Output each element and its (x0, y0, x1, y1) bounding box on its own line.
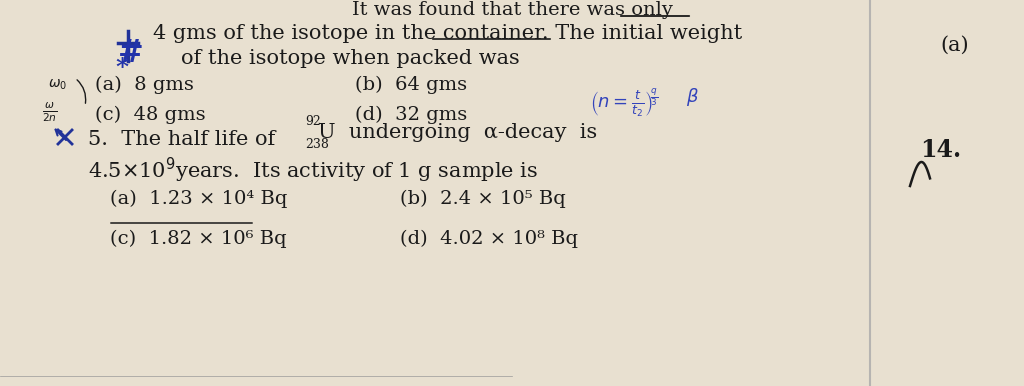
Text: 14.: 14. (920, 138, 962, 162)
Text: (c)  48 gms: (c) 48 gms (95, 106, 206, 124)
Text: $\beta$: $\beta$ (686, 86, 699, 108)
Text: 92: 92 (305, 115, 321, 128)
Text: $\omega_0$: $\omega_0$ (48, 78, 68, 92)
Text: (b)  64 gms: (b) 64 gms (355, 76, 467, 94)
Text: #: # (118, 38, 143, 69)
Text: 4 gms of the isotope in the container. The initial weight: 4 gms of the isotope in the container. T… (154, 24, 742, 43)
Text: $\frac{\omega}{2n}$: $\frac{\omega}{2n}$ (42, 101, 57, 124)
Text: U  undergoing  α-decay  is: U undergoing α-decay is (318, 124, 597, 142)
Text: (d)  4.02 × 10⁸ Bq: (d) 4.02 × 10⁸ Bq (400, 230, 578, 248)
Text: (a)  8 gms: (a) 8 gms (95, 76, 194, 94)
Text: (a): (a) (940, 36, 969, 55)
Text: (a)  1.23 × 10⁴ Bq: (a) 1.23 × 10⁴ Bq (110, 190, 288, 208)
Text: (d)  32 gms: (d) 32 gms (355, 106, 467, 124)
Text: of the isotope when packed was: of the isotope when packed was (180, 49, 519, 68)
Text: 238: 238 (305, 138, 329, 151)
Text: $\left(n=\frac{t}{t_2}\right)^{\!\frac{q}{3}}$: $\left(n=\frac{t}{t_2}\right)^{\!\frac{q… (590, 86, 658, 119)
Text: *: * (115, 56, 128, 80)
Text: 4.5$\times$10$^9$years.  Its activity of 1 g sample is: 4.5$\times$10$^9$years. Its activity of … (88, 156, 539, 185)
Text: It was found that there was only: It was found that there was only (351, 1, 673, 19)
Text: (c)  1.82 × 10⁶ Bq: (c) 1.82 × 10⁶ Bq (110, 230, 287, 248)
Text: 5.  The half life of: 5. The half life of (88, 130, 275, 149)
Text: (b)  2.4 × 10⁵ Bq: (b) 2.4 × 10⁵ Bq (400, 190, 565, 208)
